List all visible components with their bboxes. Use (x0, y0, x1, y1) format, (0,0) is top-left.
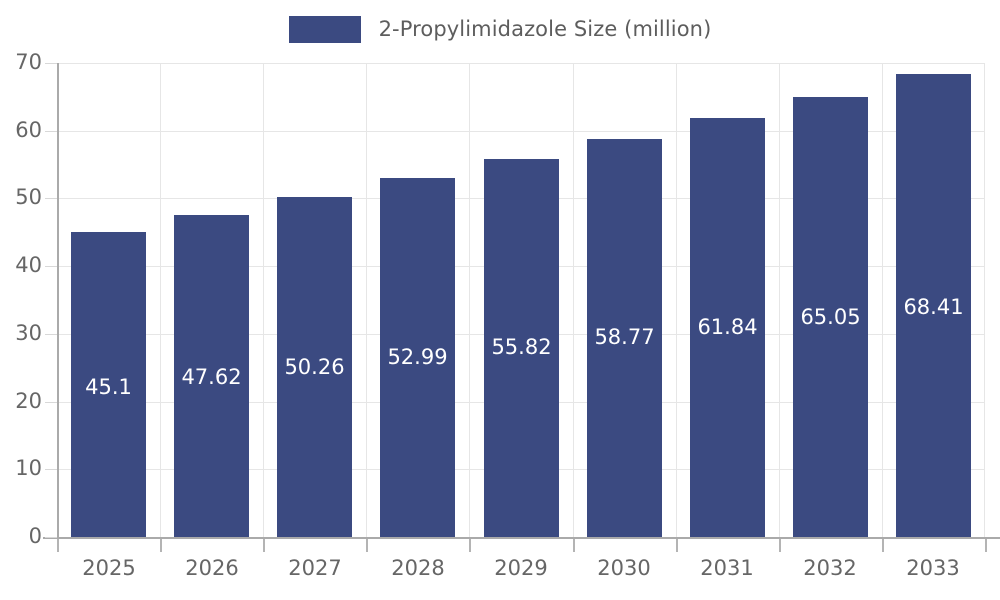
gridline-horizontal (57, 131, 985, 132)
y-axis-tick-label: 40 (15, 253, 42, 277)
x-axis-tick-label: 2032 (803, 556, 857, 580)
gridline-vertical (263, 63, 264, 537)
gridline-vertical (984, 63, 985, 537)
x-axis-tick-mark (573, 539, 575, 552)
x-axis-tick-label: 2030 (597, 556, 651, 580)
x-axis-tick-mark (263, 539, 265, 552)
bar-2030[interactable]: 58.77 (587, 139, 662, 537)
bar-value-label: 55.82 (491, 335, 552, 359)
gridline-vertical (573, 63, 574, 537)
y-axis-tick-label: 30 (15, 321, 42, 345)
y-axis-tick-mark (45, 334, 57, 335)
bar-value-label: 61.84 (697, 315, 758, 339)
x-axis-tick-mark (882, 539, 884, 552)
bar-value-label: 47.62 (181, 365, 242, 389)
bar-value-label: 58.77 (594, 325, 655, 349)
bar-2026[interactable]: 47.62 (174, 215, 249, 537)
x-axis-tick-label: 2033 (906, 556, 960, 580)
x-axis-tick-mark (779, 539, 781, 552)
gridline-vertical (676, 63, 677, 537)
bar-2025[interactable]: 45.1 (71, 232, 146, 537)
y-axis-tick-mark (45, 131, 57, 132)
bar-value-label: 52.99 (387, 345, 448, 369)
bar-2027[interactable]: 50.26 (277, 197, 352, 537)
bar-value-label: 45.1 (85, 375, 132, 399)
gridline-vertical (160, 63, 161, 537)
x-axis-tick-label: 2031 (700, 556, 754, 580)
bar-2029[interactable]: 55.82 (484, 159, 559, 537)
y-axis-tick-mark (45, 198, 57, 199)
y-axis-tick-mark (45, 63, 57, 64)
bar-2028[interactable]: 52.99 (380, 178, 455, 537)
x-axis-tick-label: 2025 (82, 556, 136, 580)
x-axis-tick-label: 2026 (185, 556, 239, 580)
bar-value-label: 65.05 (800, 305, 861, 329)
x-axis-tick-mark (985, 539, 987, 552)
gridline-vertical (882, 63, 883, 537)
y-axis-line (57, 63, 59, 538)
gridline-horizontal (57, 63, 985, 64)
x-axis-line (43, 537, 1000, 539)
bar-value-label: 68.41 (903, 295, 964, 319)
legend-color-swatch-icon (288, 15, 361, 43)
y-axis-tick-label: 70 (15, 50, 42, 74)
gridline-vertical (779, 63, 780, 537)
y-axis-tick-label: 10 (15, 456, 42, 480)
y-axis-tick-label: 60 (15, 118, 42, 142)
legend-item-series-1[interactable]: 2-Propylimidazole Size (million) (288, 15, 712, 43)
x-axis-tick-mark (676, 539, 678, 552)
y-axis-tick-label: 50 (15, 185, 42, 209)
gridline-vertical (469, 63, 470, 537)
x-axis-tick-mark (57, 539, 59, 552)
y-axis-tick-mark (45, 469, 57, 470)
y-axis-tick-mark (45, 266, 57, 267)
y-axis-tick-label: 0 (28, 524, 42, 548)
legend-item-label: 2-Propylimidazole Size (million) (378, 17, 712, 41)
x-axis-tick-label: 2027 (288, 556, 342, 580)
bar-value-label: 50.26 (284, 355, 345, 379)
x-axis-tick-mark (160, 539, 162, 552)
x-axis-tick-label: 2029 (494, 556, 548, 580)
x-axis-tick-mark (366, 539, 368, 552)
y-axis-tick-label: 20 (15, 389, 42, 413)
chart-legend: 2-Propylimidazole Size (million) (0, 0, 1000, 58)
bar-2033[interactable]: 68.41 (896, 74, 971, 537)
y-axis-tick-mark (45, 402, 57, 403)
x-axis-tick-label: 2028 (391, 556, 445, 580)
gridline-vertical (366, 63, 367, 537)
bar-2032[interactable]: 65.05 (793, 97, 868, 537)
bar-2031[interactable]: 61.84 (690, 118, 765, 537)
y-axis-tick-mark (45, 537, 57, 538)
x-axis-tick-mark (469, 539, 471, 552)
